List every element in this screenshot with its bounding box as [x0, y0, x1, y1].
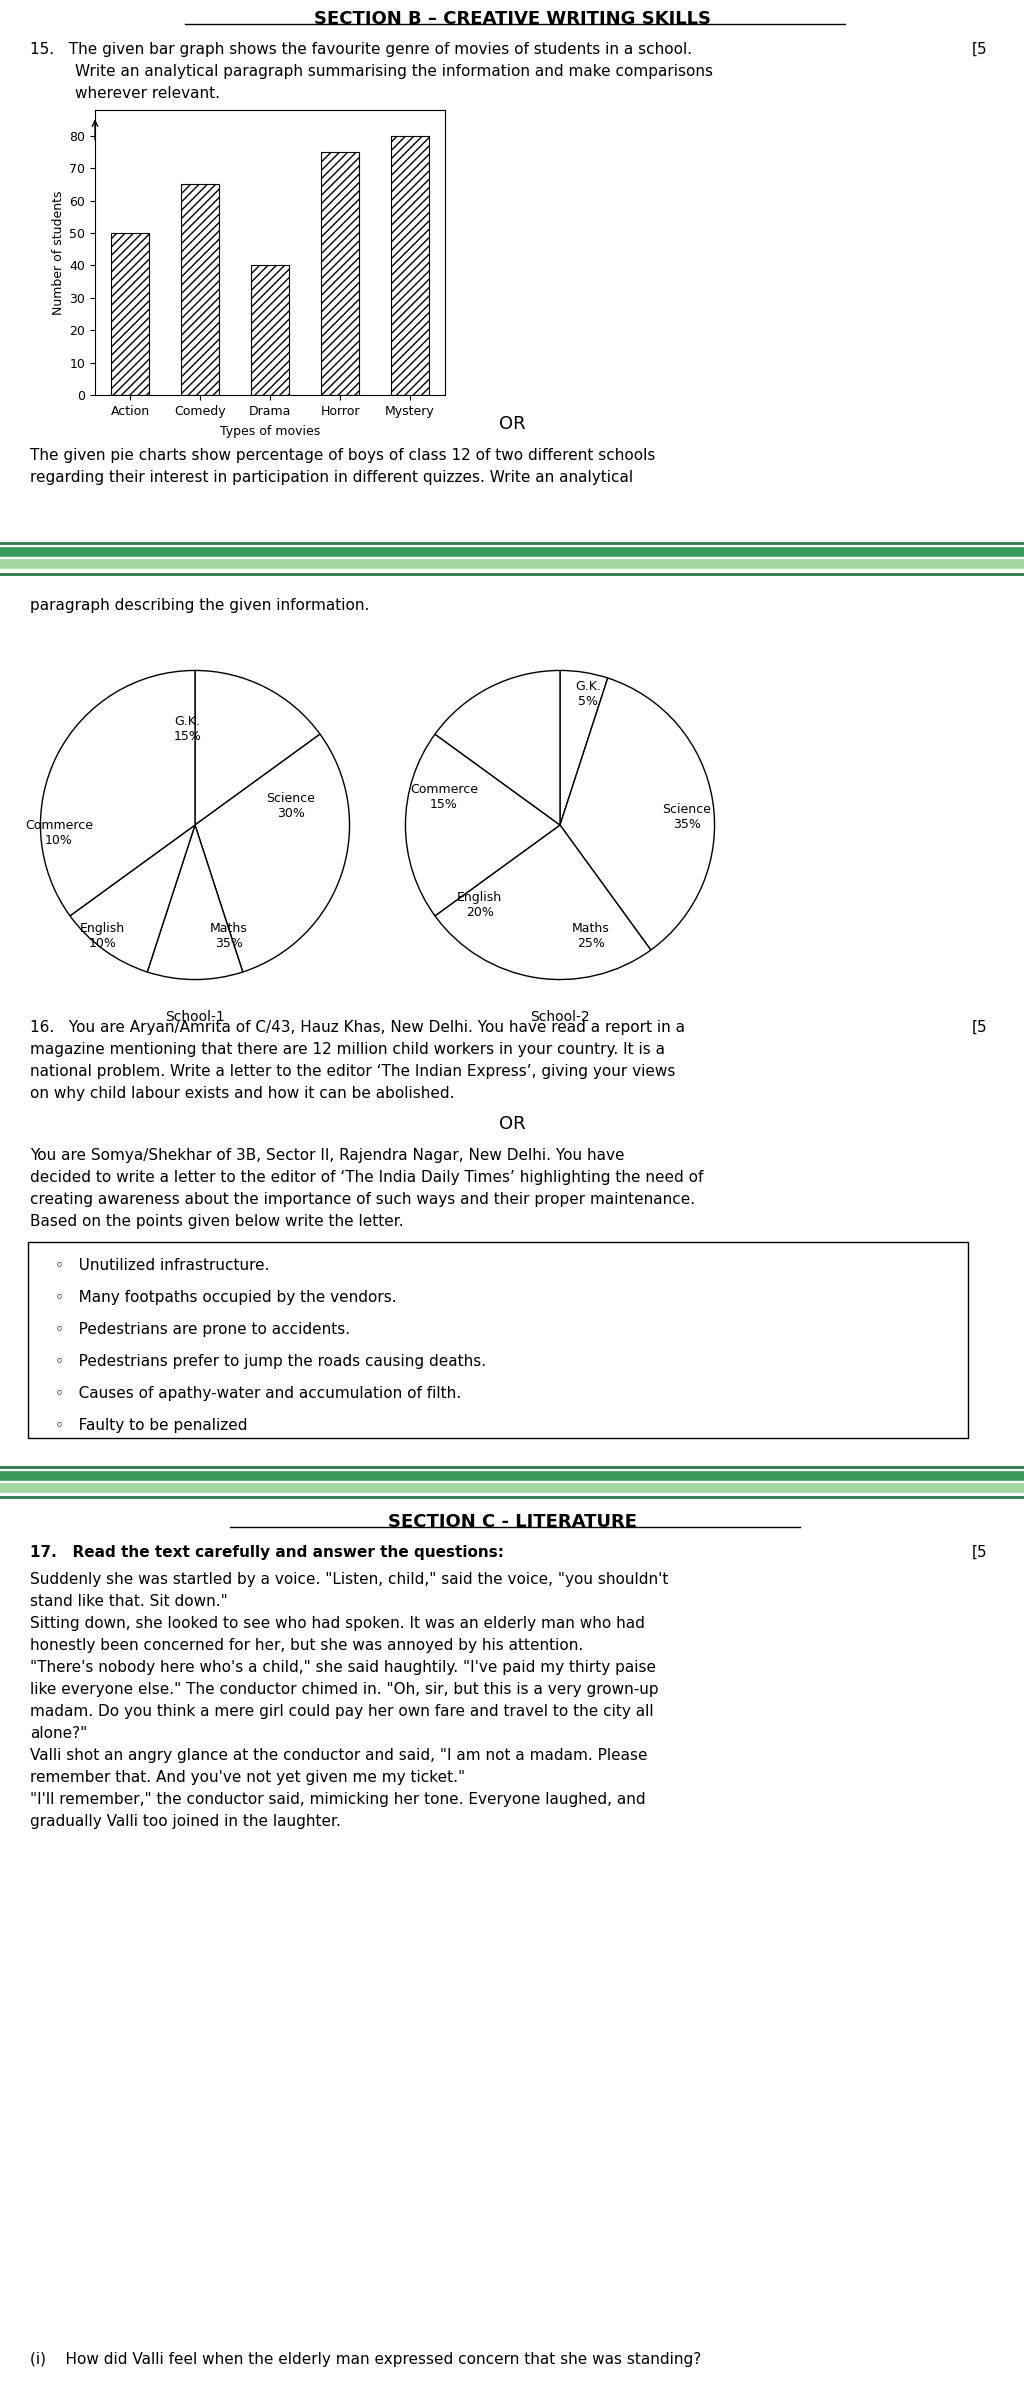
Text: gradually Valli too joined in the laughter.: gradually Valli too joined in the laught…: [30, 1813, 341, 1830]
Text: honestly been concerned for her, but she was annoyed by his attention.: honestly been concerned for her, but she…: [30, 1639, 584, 1653]
Text: Science
30%: Science 30%: [266, 792, 315, 820]
Text: madam. Do you think a mere girl could pay her own fare and travel to the city al: madam. Do you think a mere girl could pa…: [30, 1703, 653, 1720]
Text: Sitting down, she looked to see who had spoken. It was an elderly man who had: Sitting down, she looked to see who had …: [30, 1617, 645, 1631]
Text: Based on the points given below write the letter.: Based on the points given below write th…: [30, 1215, 403, 1229]
Wedge shape: [560, 677, 715, 950]
Text: Write an analytical paragraph summarising the information and make comparisons: Write an analytical paragraph summarisin…: [75, 65, 713, 79]
Text: 15.   The given bar graph shows the favourite genre of movies of students in a s: 15. The given bar graph shows the favour…: [30, 43, 692, 57]
Text: on why child labour exists and how it can be abolished.: on why child labour exists and how it ca…: [30, 1086, 455, 1100]
Text: Maths
25%: Maths 25%: [572, 923, 609, 950]
Text: [5: [5: [972, 43, 987, 57]
Text: The given pie charts show percentage of boys of class 12 of two different school: The given pie charts show percentage of …: [30, 447, 655, 464]
Title: School-2: School-2: [530, 1009, 590, 1024]
Text: English
10%: English 10%: [80, 923, 125, 950]
Text: Commerce
15%: Commerce 15%: [410, 782, 478, 811]
Text: Commerce
10%: Commerce 10%: [25, 818, 93, 847]
Wedge shape: [435, 825, 651, 981]
Text: "There's nobody here who's a child," she said haughtily. "I've paid my thirty pa: "There's nobody here who's a child," she…: [30, 1660, 656, 1674]
Text: decided to write a letter to the editor of ‘The India Daily Times’ highlighting : decided to write a letter to the editor …: [30, 1170, 703, 1184]
Text: Valli shot an angry glance at the conductor and said, "I am not a madam. Please: Valli shot an angry glance at the conduc…: [30, 1749, 647, 1763]
Text: Suddenly she was startled by a voice. "Listen, child," said the voice, "you shou: Suddenly she was startled by a voice. "L…: [30, 1572, 669, 1586]
Text: ◦   Faulty to be penalized: ◦ Faulty to be penalized: [55, 1418, 248, 1433]
Text: stand like that. Sit down.": stand like that. Sit down.": [30, 1593, 227, 1610]
Text: [5: [5: [972, 1019, 987, 1036]
Wedge shape: [406, 734, 560, 916]
Text: (i)    How did Valli feel when the elderly man expressed concern that she was st: (i) How did Valli feel when the elderly …: [30, 2351, 701, 2368]
Text: ◦   Many footpaths occupied by the vendors.: ◦ Many footpaths occupied by the vendors…: [55, 1289, 396, 1306]
Wedge shape: [41, 670, 195, 916]
Bar: [111, 232, 150, 395]
Text: alone?": alone?": [30, 1727, 87, 1741]
Text: regarding their interest in participation in different quizzes. Write an analyti: regarding their interest in participatio…: [30, 469, 633, 486]
Wedge shape: [560, 670, 608, 825]
Text: magazine mentioning that there are 12 million child workers in your country. It : magazine mentioning that there are 12 mi…: [30, 1043, 665, 1057]
Bar: [251, 266, 289, 395]
Text: G.K.
5%: G.K. 5%: [574, 679, 601, 708]
Wedge shape: [195, 670, 321, 825]
Text: like everyone else." The conductor chimed in. "Oh, sir, but this is a very grown: like everyone else." The conductor chime…: [30, 1682, 658, 1696]
Bar: [321, 153, 359, 395]
Text: OR: OR: [499, 1115, 525, 1134]
Y-axis label: Number of students: Number of students: [52, 191, 66, 316]
Wedge shape: [147, 825, 243, 981]
Text: paragraph describing the given information.: paragraph describing the given informati…: [30, 598, 370, 612]
Bar: [391, 136, 429, 395]
Text: SECTION B – CREATIVE WRITING SKILLS: SECTION B – CREATIVE WRITING SKILLS: [313, 10, 711, 29]
Text: "I'll remember," the conductor said, mimicking her tone. Everyone laughed, and: "I'll remember," the conductor said, mim…: [30, 1792, 645, 1806]
Text: English
20%: English 20%: [457, 892, 502, 919]
Text: 17.   Read the text carefully and answer the questions:: 17. Read the text carefully and answer t…: [30, 1545, 504, 1560]
Wedge shape: [435, 670, 560, 825]
Text: You are Somya/Shekhar of 3B, Sector II, Rajendra Nagar, New Delhi. You have: You are Somya/Shekhar of 3B, Sector II, …: [30, 1148, 625, 1163]
Text: ◦   Causes of apathy-water and accumulation of filth.: ◦ Causes of apathy-water and accumulatio…: [55, 1385, 461, 1402]
Text: ◦   Pedestrians prefer to jump the roads causing deaths.: ◦ Pedestrians prefer to jump the roads c…: [55, 1354, 486, 1368]
X-axis label: Types of movies: Types of movies: [220, 426, 321, 438]
Text: 16.   You are Aryan/Amrita of C/43, Hauz Khas, New Delhi. You have read a report: 16. You are Aryan/Amrita of C/43, Hauz K…: [30, 1019, 685, 1036]
Text: ◦   Pedestrians are prone to accidents.: ◦ Pedestrians are prone to accidents.: [55, 1323, 350, 1337]
Text: national problem. Write a letter to the editor ‘The Indian Express’, giving your: national problem. Write a letter to the …: [30, 1064, 676, 1079]
Text: creating awareness about the importance of such ways and their proper maintenanc: creating awareness about the importance …: [30, 1191, 695, 1208]
Wedge shape: [195, 734, 349, 971]
Wedge shape: [70, 825, 195, 971]
Text: ◦   Unutilized infrastructure.: ◦ Unutilized infrastructure.: [55, 1258, 269, 1273]
Text: Maths
35%: Maths 35%: [210, 923, 248, 950]
Text: Science
35%: Science 35%: [663, 804, 711, 832]
Text: OR: OR: [499, 414, 525, 433]
Text: wherever relevant.: wherever relevant.: [75, 86, 220, 100]
Text: SECTION C - LITERATURE: SECTION C - LITERATURE: [387, 1514, 637, 1531]
Title: School-1: School-1: [165, 1009, 225, 1024]
Text: G.K.
15%: G.K. 15%: [173, 715, 201, 744]
Text: [5: [5: [972, 1545, 987, 1560]
Bar: [181, 184, 219, 395]
Text: remember that. And you've not yet given me my ticket.": remember that. And you've not yet given …: [30, 1770, 465, 1784]
